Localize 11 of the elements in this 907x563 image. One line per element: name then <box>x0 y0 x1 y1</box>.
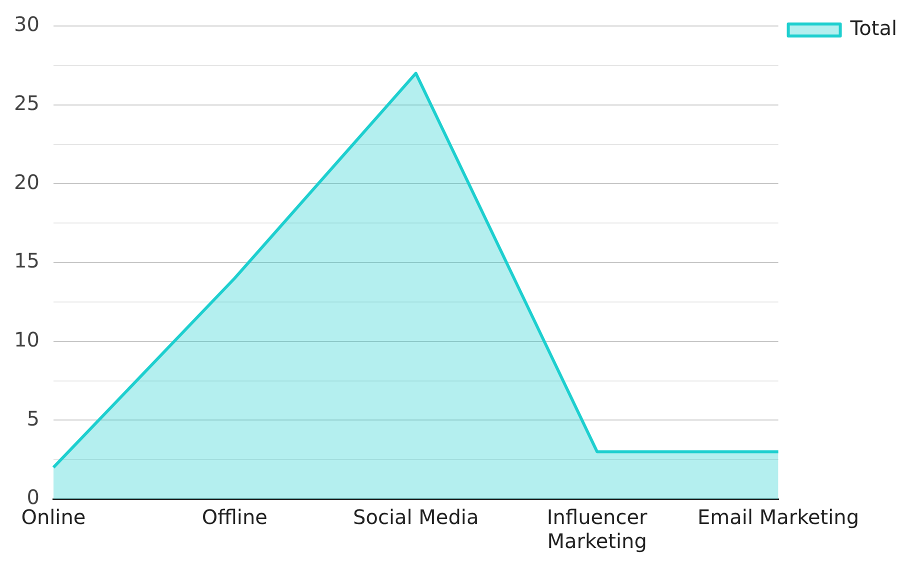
x-tick-label: Social Media <box>353 505 479 530</box>
y-tick-label: 10 <box>14 328 40 352</box>
legend-label: Total <box>849 16 898 40</box>
x-tick-label: Influencer Marketing <box>546 505 648 554</box>
y-tick-label: 15 <box>14 248 40 273</box>
y-tick-label: 25 <box>14 91 40 116</box>
x-tick-label: Offline <box>202 505 268 530</box>
y-tick-label: 30 <box>14 12 40 36</box>
y-tick-label: 5 <box>26 406 40 430</box>
x-tick-label: Email Marketing <box>698 505 860 530</box>
y-tick-label: 20 <box>14 170 40 194</box>
